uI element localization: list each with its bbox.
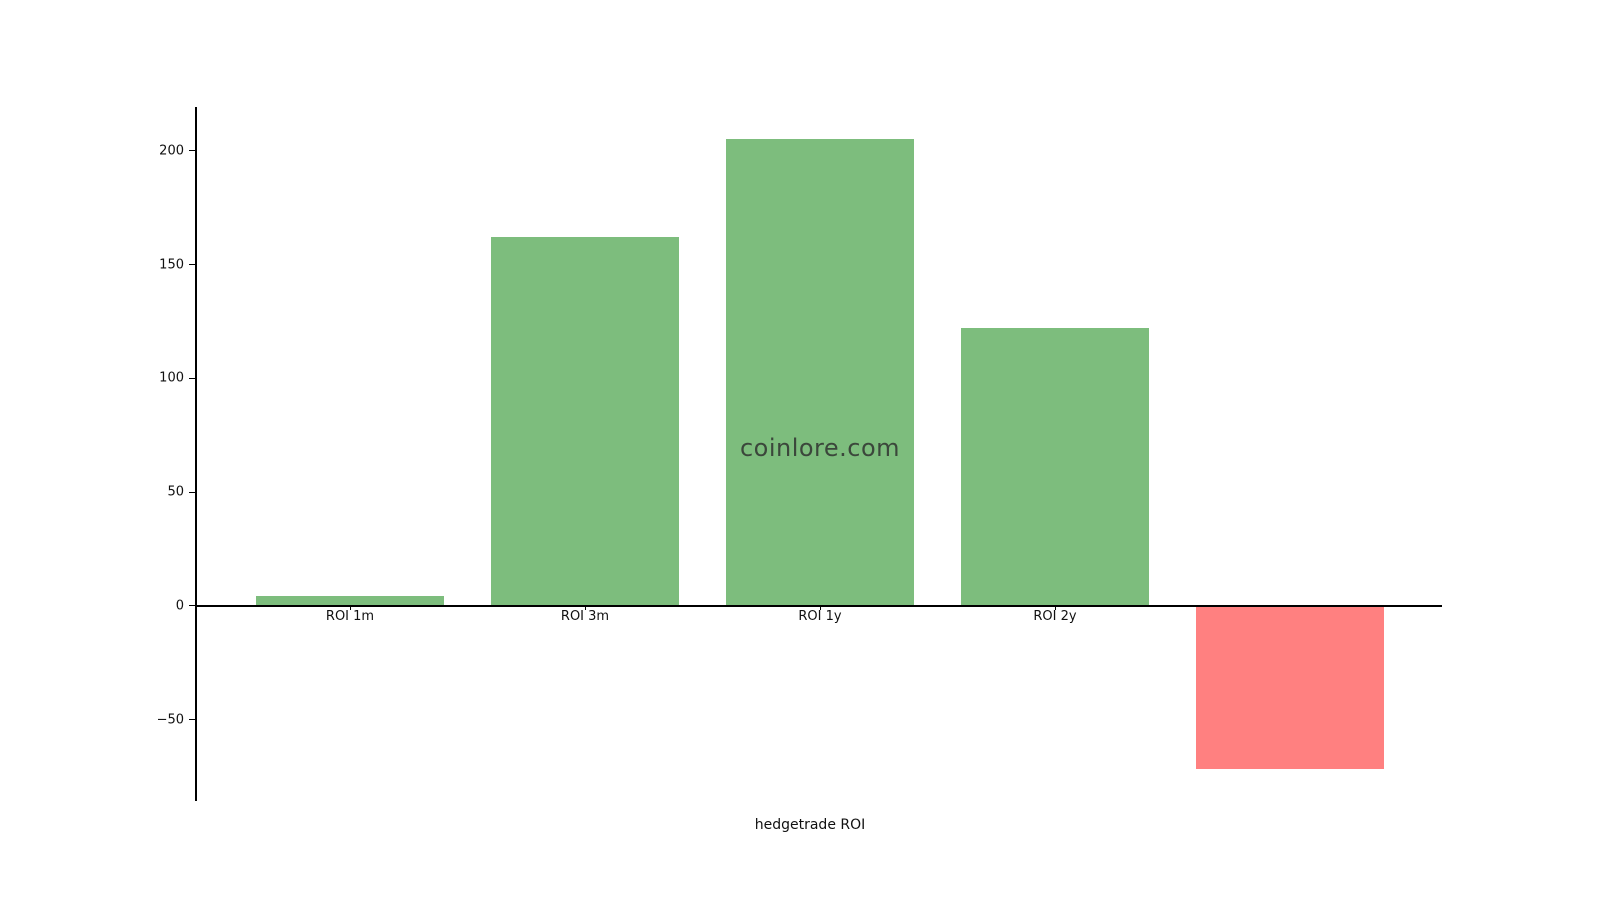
watermark: coinlore.com bbox=[739, 434, 901, 462]
y-tick-mark bbox=[189, 264, 195, 265]
y-tick-label: 100 bbox=[159, 370, 184, 386]
bar-roi-1m bbox=[256, 596, 444, 605]
x-tick-label: ROI 3m bbox=[560, 609, 610, 624]
y-tick-mark bbox=[189, 605, 195, 607]
x-tick-label: ROI 2y bbox=[1033, 609, 1077, 624]
y-axis-spine bbox=[195, 107, 197, 801]
bar-roi-1y bbox=[726, 138, 914, 605]
y-tick-mark bbox=[189, 150, 195, 152]
bar-roi-3m bbox=[491, 236, 679, 605]
bar-roi-2y bbox=[961, 327, 1149, 605]
bar-unlabeled bbox=[1196, 605, 1384, 770]
x-tick-mark bbox=[820, 605, 821, 610]
x-axis-spine bbox=[196, 605, 1442, 607]
x-tick-mark bbox=[350, 605, 351, 610]
x-tick-label: ROI 1y bbox=[798, 609, 842, 624]
x-tick-label: ROI 1m bbox=[325, 609, 375, 624]
x-tick-mark bbox=[1055, 605, 1056, 610]
y-tick-mark bbox=[189, 491, 195, 493]
y-tick-label: −50 bbox=[156, 712, 184, 728]
y-tick-mark bbox=[189, 719, 195, 721]
y-tick-mark bbox=[189, 377, 195, 379]
y-tick-label: 200 bbox=[159, 143, 184, 159]
chart-title: hedgetrade ROI bbox=[754, 817, 866, 833]
y-tick-label: 50 bbox=[167, 484, 184, 500]
y-tick-label: 150 bbox=[159, 257, 184, 272]
y-tick-label: 0 bbox=[175, 598, 184, 614]
x-tick-mark bbox=[585, 605, 586, 610]
